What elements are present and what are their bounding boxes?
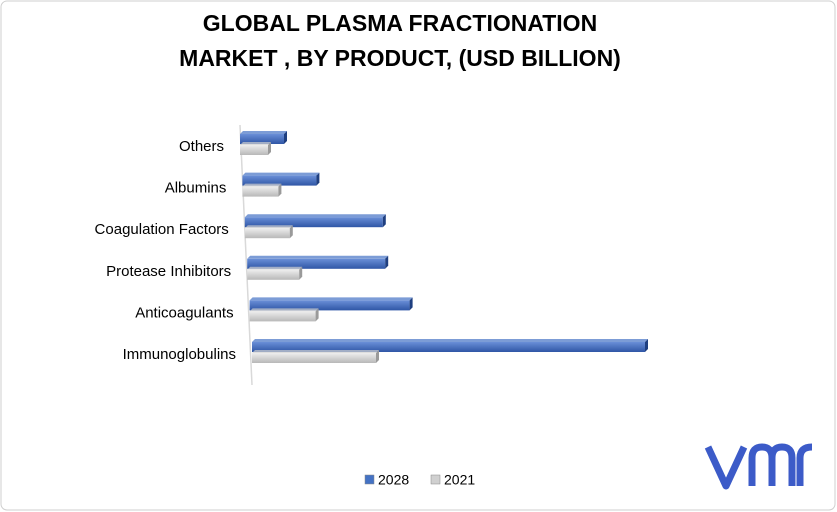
bar-face — [252, 353, 376, 363]
category-label: Coagulation Factors — [95, 221, 229, 238]
bar-end — [278, 183, 282, 197]
axis-wall — [239, 124, 253, 386]
legend-label: 2021 — [444, 472, 475, 488]
bar-end — [284, 131, 287, 144]
bar-end — [316, 172, 320, 186]
bar-face — [240, 145, 268, 155]
legend-swatch — [364, 474, 375, 485]
bar — [244, 214, 386, 228]
category-label: Albumins — [165, 180, 227, 197]
bar — [242, 183, 282, 197]
bar-face — [247, 258, 386, 269]
bar-face — [249, 300, 410, 311]
bar-end — [315, 308, 319, 322]
bar-top — [240, 142, 271, 145]
bar-end — [289, 225, 293, 239]
bar-top — [249, 308, 319, 312]
bar-top — [252, 350, 379, 353]
bar-top — [247, 266, 303, 270]
bar-top — [249, 297, 413, 301]
category-label: Others — [179, 138, 224, 155]
category-label: Anticoagulants — [135, 304, 233, 321]
bar — [252, 350, 379, 363]
bar — [244, 225, 293, 239]
bar — [242, 172, 320, 186]
bar-top — [252, 339, 648, 342]
legend-label: 2028 — [378, 472, 409, 488]
category-label: Protease Inhibitors — [106, 263, 231, 280]
chart-title: GLOBAL PLASMA FRACTIONATION MARKET , BY P… — [179, 10, 621, 71]
bar-end — [376, 350, 379, 363]
bar-top — [247, 255, 389, 259]
bar-end — [268, 142, 271, 155]
bar-face — [249, 311, 316, 322]
category-label: Immunoglobulins — [123, 346, 236, 363]
bar-top — [242, 172, 320, 176]
bar-end — [385, 255, 389, 269]
bar-top — [242, 183, 282, 187]
bar-top — [240, 131, 287, 134]
bar-face — [240, 134, 284, 144]
bar — [240, 131, 287, 144]
bar-face — [242, 175, 317, 186]
bar-face — [242, 186, 279, 197]
bar-top — [244, 214, 386, 218]
logo — [704, 443, 813, 490]
bar — [249, 297, 413, 311]
bar-face — [252, 342, 645, 352]
bar-end — [645, 339, 648, 352]
bar-face — [244, 228, 290, 239]
bar — [240, 142, 271, 155]
bar — [252, 339, 648, 352]
bar-top — [244, 225, 293, 229]
bar-face — [247, 269, 300, 280]
bar — [247, 255, 389, 269]
bar-end — [409, 297, 413, 311]
bar-end — [299, 266, 303, 280]
legend-swatch — [430, 474, 441, 485]
bar-end — [382, 214, 386, 228]
bar-face — [244, 217, 383, 228]
bar — [247, 266, 303, 280]
bar — [249, 308, 319, 322]
